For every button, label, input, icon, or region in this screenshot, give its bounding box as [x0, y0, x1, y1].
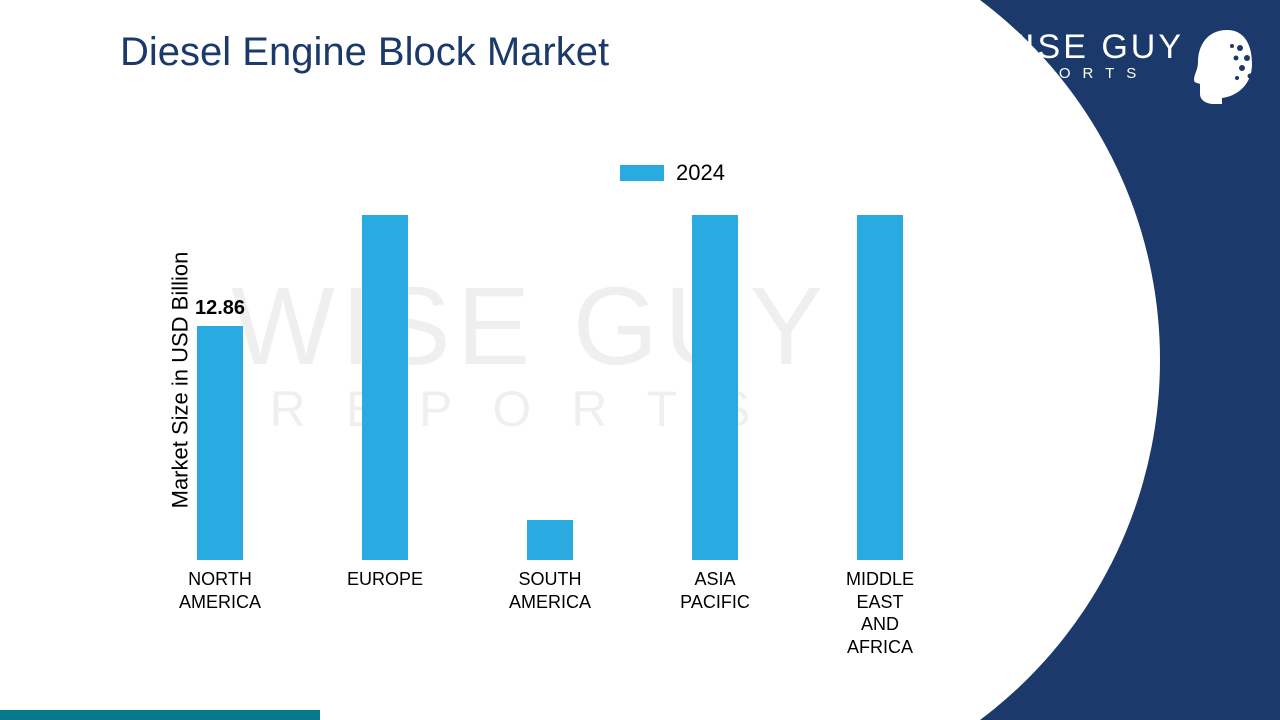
bar-slot: EUROPE	[362, 160, 408, 560]
bar-value-label: 12.86	[195, 297, 245, 320]
bar	[527, 520, 573, 560]
bar-slot: SOUTHAMERICA	[527, 160, 573, 560]
bar-category-label: SOUTHAMERICA	[470, 568, 630, 613]
bar-chart: Market Size in USD Billion 2024 12.86NOR…	[100, 130, 960, 630]
bar-slot: ASIAPACIFIC	[692, 160, 738, 560]
bar-slot: 12.86NORTHAMERICA	[197, 160, 243, 560]
bar	[362, 215, 408, 560]
bar-slot: MIDDLEEASTANDAFRICA	[857, 160, 903, 560]
bar-category-label: MIDDLEEASTANDAFRICA	[800, 568, 960, 658]
bar	[857, 215, 903, 560]
canvas: WISE GUY REPORTS Diesel Engine Block Mar…	[0, 0, 1280, 720]
bar-category-label: EUROPE	[305, 568, 465, 591]
chart-title: Diesel Engine Block Market	[120, 30, 609, 75]
bottom-accent-strip	[0, 710, 320, 720]
bar	[197, 326, 243, 560]
head-icon	[1192, 28, 1262, 108]
plot-area: 12.86NORTHAMERICA EUROPE SOUTHAMERICA ASIAP…	[140, 160, 960, 560]
bar	[692, 215, 738, 560]
bar-category-label: ASIAPACIFIC	[635, 568, 795, 613]
bar-category-label: NORTHAMERICA	[140, 568, 300, 613]
